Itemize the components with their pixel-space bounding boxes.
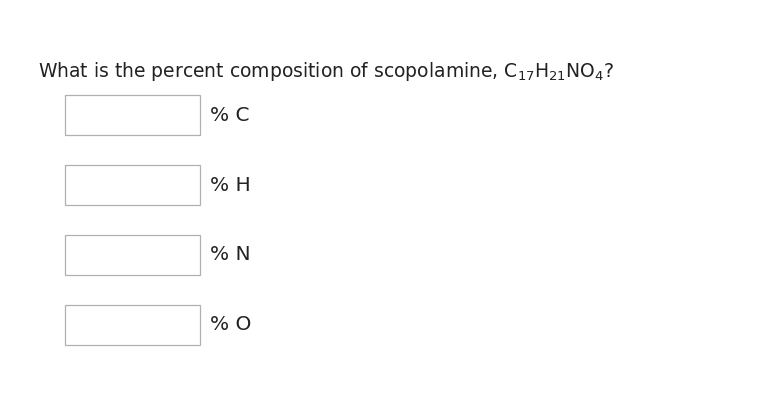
Text: % N: % N — [210, 245, 250, 264]
Bar — [65, 305, 200, 345]
Text: % H: % H — [210, 175, 250, 195]
Bar — [65, 165, 200, 205]
Text: % O: % O — [210, 316, 251, 335]
Text: What is the percent composition of scopolamine, C$_{17}$H$_{21}$NO$_{4}$?: What is the percent composition of scopo… — [38, 60, 614, 83]
Bar — [65, 95, 200, 135]
Text: % C: % C — [210, 106, 250, 125]
Bar — [65, 235, 200, 275]
